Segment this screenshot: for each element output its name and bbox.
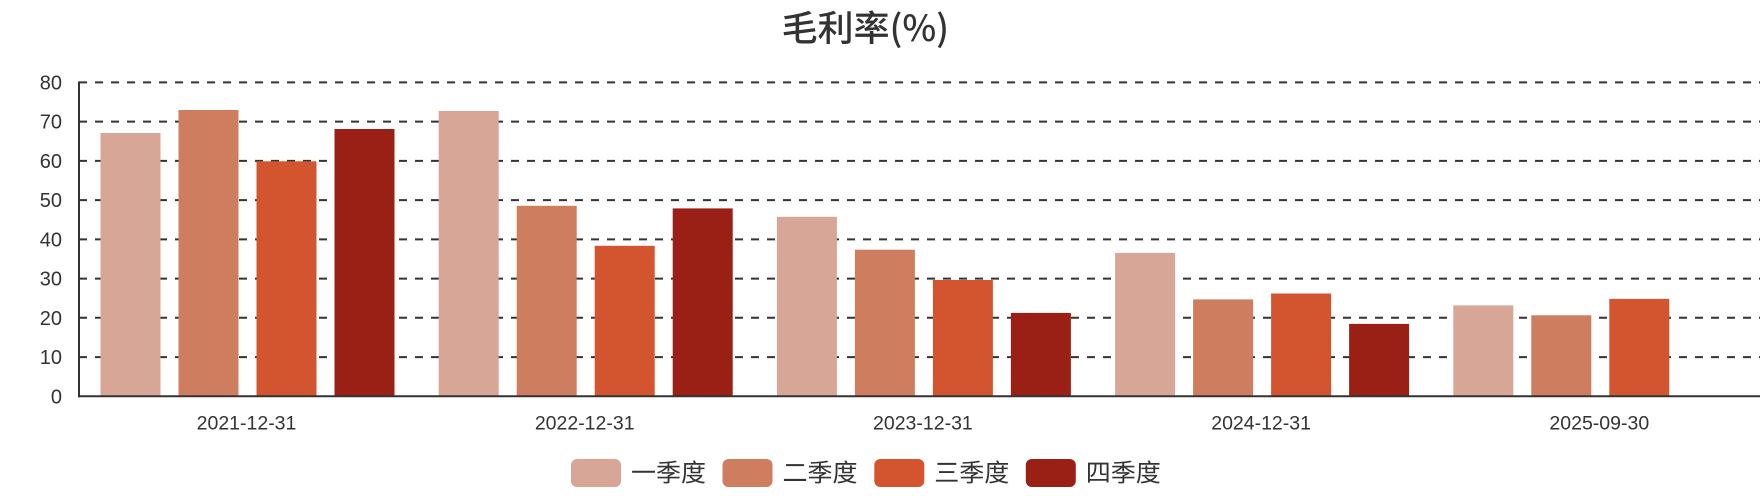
svg-text:2023-12-31: 2023-12-31 bbox=[873, 413, 973, 435]
svg-text:80: 80 bbox=[40, 72, 62, 94]
svg-text:70: 70 bbox=[40, 112, 62, 134]
svg-text:2021-12-31: 2021-12-31 bbox=[197, 413, 297, 435]
svg-text:30: 30 bbox=[40, 269, 62, 291]
svg-text:0: 0 bbox=[51, 386, 62, 408]
svg-text:20: 20 bbox=[40, 308, 62, 330]
svg-text:10: 10 bbox=[40, 347, 62, 369]
svg-text:40: 40 bbox=[40, 229, 62, 251]
svg-text:2022-12-31: 2022-12-31 bbox=[535, 413, 635, 435]
svg-text:2024-12-31: 2024-12-31 bbox=[1211, 413, 1311, 435]
svg-text:60: 60 bbox=[40, 151, 62, 173]
svg-text:50: 50 bbox=[40, 190, 62, 212]
svg-text:2025-09-30: 2025-09-30 bbox=[1549, 413, 1649, 435]
